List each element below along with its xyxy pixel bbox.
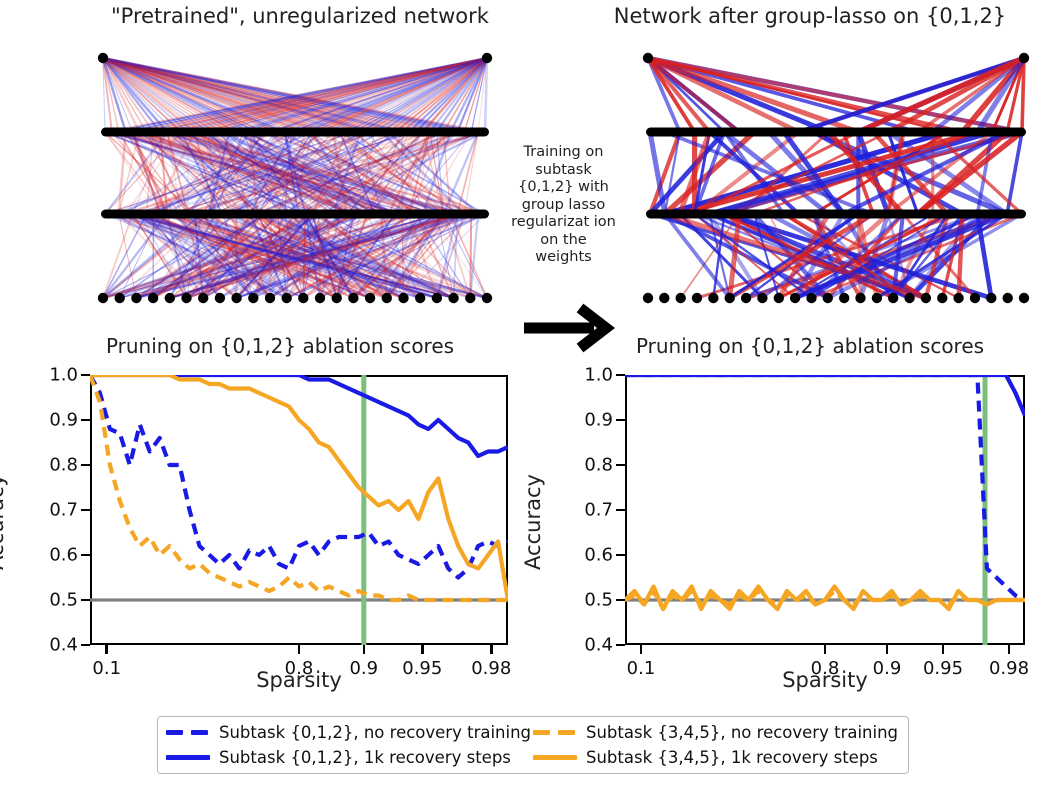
y-tick-mark — [616, 418, 625, 422]
x-axis-label-left: Sparsity — [256, 668, 342, 692]
x-tick-label: 0.9 — [872, 658, 902, 679]
training-annotation-text: Training on subtask {0,1,2} with group l… — [511, 144, 616, 265]
x-tick-label: 0.8 — [810, 658, 840, 679]
legend-entry: Subtask {3,4,5}, 1k recovery steps — [533, 748, 900, 767]
y-tick-label: 0.9 — [584, 409, 613, 431]
x-tick-label: 0.98 — [471, 658, 512, 679]
x-tick-mark — [362, 645, 366, 654]
x-tick-label: 0.1 — [92, 658, 122, 679]
chart-left: 0.4 0.5 0.6 0.7 0.8 0.9 1.0 0.1 0.8 0.9 0.95 0.98 — [49, 365, 511, 680]
legend-swatch-solid — [166, 755, 210, 760]
y-tick-mark — [81, 598, 90, 602]
x-tick-mark — [490, 645, 493, 654]
y-tick-mark — [81, 508, 90, 512]
y-tick-mark — [616, 553, 625, 557]
network-diagram-group-lasso — [640, 52, 1032, 307]
y-tick-mark — [81, 463, 90, 467]
legend-label: Subtask {3,4,5}, no recovery training — [586, 723, 899, 742]
y-tick-label: 0.4 — [584, 634, 613, 656]
x-tick-label: 0.98 — [988, 658, 1030, 679]
x-tick-mark — [1007, 645, 1011, 654]
y-tick-mark — [616, 598, 625, 602]
legend-entry: Subtask {0,1,2}, 1k recovery steps — [166, 748, 533, 767]
x-axis-label-right: Sparsity — [782, 668, 868, 692]
x-tick-label: 0.9 — [349, 658, 379, 679]
legend-label: Subtask {0,1,2}, no recovery training — [219, 723, 532, 742]
y-tick-mark — [616, 373, 625, 377]
legend-swatch-dashed — [533, 730, 577, 735]
y-tick-label: 0.5 — [584, 589, 613, 611]
x-tick-label: 0.95 — [922, 658, 964, 679]
y-tick-mark — [616, 508, 625, 512]
y-axis-label-left: Accuracy — [0, 474, 8, 570]
y-tick-label: 0.6 — [584, 544, 613, 566]
y-tick-label: 0.7 — [49, 499, 78, 521]
legend-label: Subtask {0,1,2}, 1k recovery steps — [219, 748, 511, 767]
x-tick-mark — [639, 645, 643, 654]
y-tick-label: 0.5 — [49, 589, 78, 611]
y-tick-label: 0.4 — [49, 634, 78, 656]
y-tick-label: 0.7 — [584, 499, 613, 521]
chart-legend: Subtask {0,1,2}, no recovery training Sub… — [157, 716, 909, 774]
y-tick-label: 1.0 — [584, 364, 613, 386]
x-tick-mark — [421, 645, 424, 654]
chart-right: 0.4 0.5 0.6 0.7 0.8 0.9 1.0 0.1 0.8 0.9 0.95 0.98 — [584, 365, 1029, 680]
y-tick-label: 1.0 — [49, 364, 78, 386]
x-tick-label: 0.95 — [402, 658, 443, 679]
x-tick-mark — [823, 645, 827, 654]
y-tick-mark — [616, 643, 625, 647]
x-tick-mark — [297, 645, 301, 654]
y-tick-mark — [616, 463, 625, 467]
chart-title-left: Pruning on {0,1,2} ablation scores — [105, 334, 455, 358]
legend-entry: Subtask {0,1,2}, no recovery training — [166, 723, 533, 742]
y-tick-mark — [81, 553, 90, 557]
right-arrow-icon — [522, 300, 622, 356]
legend-entry: Subtask {3,4,5}, no recovery training — [533, 723, 900, 742]
legend-swatch-dashed — [166, 730, 210, 735]
y-tick-label: 0.9 — [49, 409, 78, 431]
y-tick-label: 0.6 — [49, 544, 78, 566]
chart-title-right: Pruning on {0,1,2} ablation scores — [635, 334, 985, 358]
panel-title-left: "Pretrained", unregularized network — [111, 4, 489, 28]
network-diagram-pretrained — [95, 52, 495, 307]
x-tick-label: 0.8 — [284, 658, 314, 679]
y-tick-mark — [81, 643, 90, 647]
x-tick-mark — [885, 645, 889, 654]
y-tick-label: 0.8 — [584, 454, 613, 476]
panel-title-right: Network after group-lasso on {0,1,2} — [613, 4, 1007, 28]
x-tick-mark — [941, 645, 945, 654]
y-tick-label: 0.8 — [49, 454, 78, 476]
x-tick-label: 0.1 — [626, 658, 656, 679]
y-tick-mark — [81, 418, 90, 422]
x-tick-mark — [105, 645, 108, 654]
y-tick-mark — [81, 373, 90, 377]
legend-label: Subtask {3,4,5}, 1k recovery steps — [586, 748, 878, 767]
legend-swatch-solid — [533, 755, 577, 760]
y-axis-label-right: Accuracy — [521, 474, 545, 570]
